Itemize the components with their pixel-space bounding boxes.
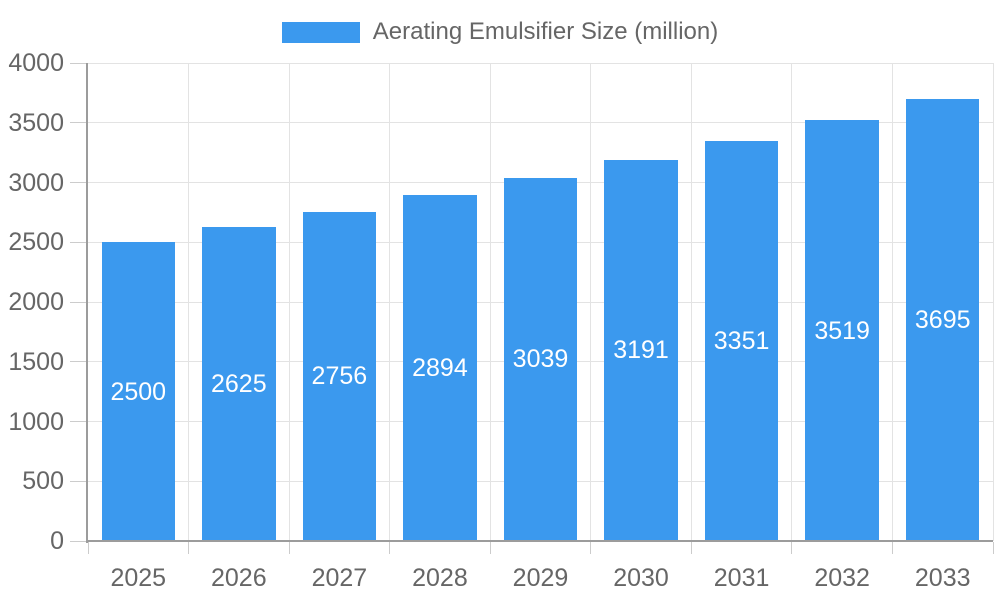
y-tick-label: 2500 bbox=[8, 228, 64, 257]
y-axis-tick bbox=[70, 361, 88, 363]
bar[interactable] bbox=[906, 99, 980, 541]
gridline-v bbox=[992, 63, 994, 541]
bar[interactable] bbox=[302, 211, 377, 541]
gridline-v bbox=[891, 63, 893, 541]
legend-label: Aerating Emulsifier Size (million) bbox=[372, 18, 719, 45]
x-axis-tick bbox=[87, 542, 89, 554]
gridline-v bbox=[791, 63, 793, 541]
x-axis-tick bbox=[489, 542, 491, 554]
y-tick-label: 4000 bbox=[8, 49, 64, 77]
y-axis-tick bbox=[70, 122, 88, 124]
x-tick-label: 2029 bbox=[512, 564, 569, 592]
bar[interactable] bbox=[202, 227, 276, 541]
gridline-v bbox=[590, 63, 592, 541]
bar[interactable] bbox=[403, 195, 477, 541]
bar-value-label: 3351 bbox=[713, 326, 770, 355]
gridline-h bbox=[88, 62, 993, 64]
gridline-v bbox=[489, 63, 491, 541]
bar-value-label: 3695 bbox=[914, 306, 971, 335]
x-tick-label: 2025 bbox=[110, 564, 167, 592]
y-tick-label: 3000 bbox=[8, 168, 64, 197]
gridline-v bbox=[690, 63, 692, 541]
chart-legend[interactable]: Aerating Emulsifier Size (million) bbox=[0, 18, 1000, 46]
x-axis-line bbox=[86, 540, 993, 542]
bar[interactable] bbox=[503, 177, 578, 541]
bar[interactable] bbox=[805, 120, 879, 541]
y-tick-label: 1000 bbox=[8, 407, 64, 436]
x-axis-tick bbox=[389, 542, 391, 554]
y-tick-label: 2000 bbox=[8, 288, 64, 316]
bar-value-label: 3039 bbox=[512, 345, 569, 374]
bar-value-label: 3519 bbox=[814, 316, 870, 345]
y-axis-tick bbox=[70, 480, 88, 482]
bar-value-label: 2894 bbox=[412, 354, 468, 383]
x-axis-tick bbox=[891, 542, 893, 554]
x-tick-label: 2032 bbox=[814, 564, 870, 592]
bar[interactable] bbox=[101, 242, 175, 541]
bar-value-label: 2625 bbox=[211, 370, 267, 399]
y-tick-label: 500 bbox=[22, 467, 64, 496]
x-tick-label: 2031 bbox=[713, 564, 770, 592]
x-axis-tick bbox=[992, 542, 994, 554]
x-axis-tick bbox=[188, 542, 190, 554]
bar-value-label: 2500 bbox=[110, 377, 167, 406]
x-tick-label: 2026 bbox=[211, 564, 267, 592]
x-tick-label: 2028 bbox=[412, 564, 468, 592]
x-axis-tick bbox=[590, 542, 592, 554]
y-tick-label: 0 bbox=[50, 527, 64, 555]
y-axis-tick bbox=[70, 301, 88, 303]
y-tick-label: 1500 bbox=[8, 347, 64, 376]
y-axis-tick bbox=[70, 62, 88, 64]
y-axis-tick bbox=[70, 540, 88, 542]
x-tick-label: 2033 bbox=[914, 564, 971, 592]
x-axis-tick bbox=[288, 542, 290, 554]
x-tick-label: 2027 bbox=[311, 564, 368, 592]
x-axis-tick bbox=[791, 542, 793, 554]
bar-value-label: 3191 bbox=[613, 336, 669, 365]
y-axis-line bbox=[86, 63, 88, 543]
gridline-v bbox=[288, 63, 290, 541]
x-tick-label: 2030 bbox=[613, 564, 669, 592]
gridline-v bbox=[389, 63, 391, 541]
gridline-v bbox=[188, 63, 190, 541]
legend-swatch-icon bbox=[281, 21, 360, 43]
y-axis-tick bbox=[70, 182, 88, 183]
y-axis-tick bbox=[70, 241, 88, 243]
y-axis-tick bbox=[70, 421, 88, 422]
y-tick-label: 3500 bbox=[8, 108, 64, 137]
gridline-h bbox=[88, 122, 993, 124]
bar[interactable] bbox=[604, 159, 678, 541]
bar[interactable] bbox=[704, 140, 779, 541]
x-axis-tick bbox=[690, 542, 692, 554]
bar-value-label: 2756 bbox=[311, 362, 368, 391]
